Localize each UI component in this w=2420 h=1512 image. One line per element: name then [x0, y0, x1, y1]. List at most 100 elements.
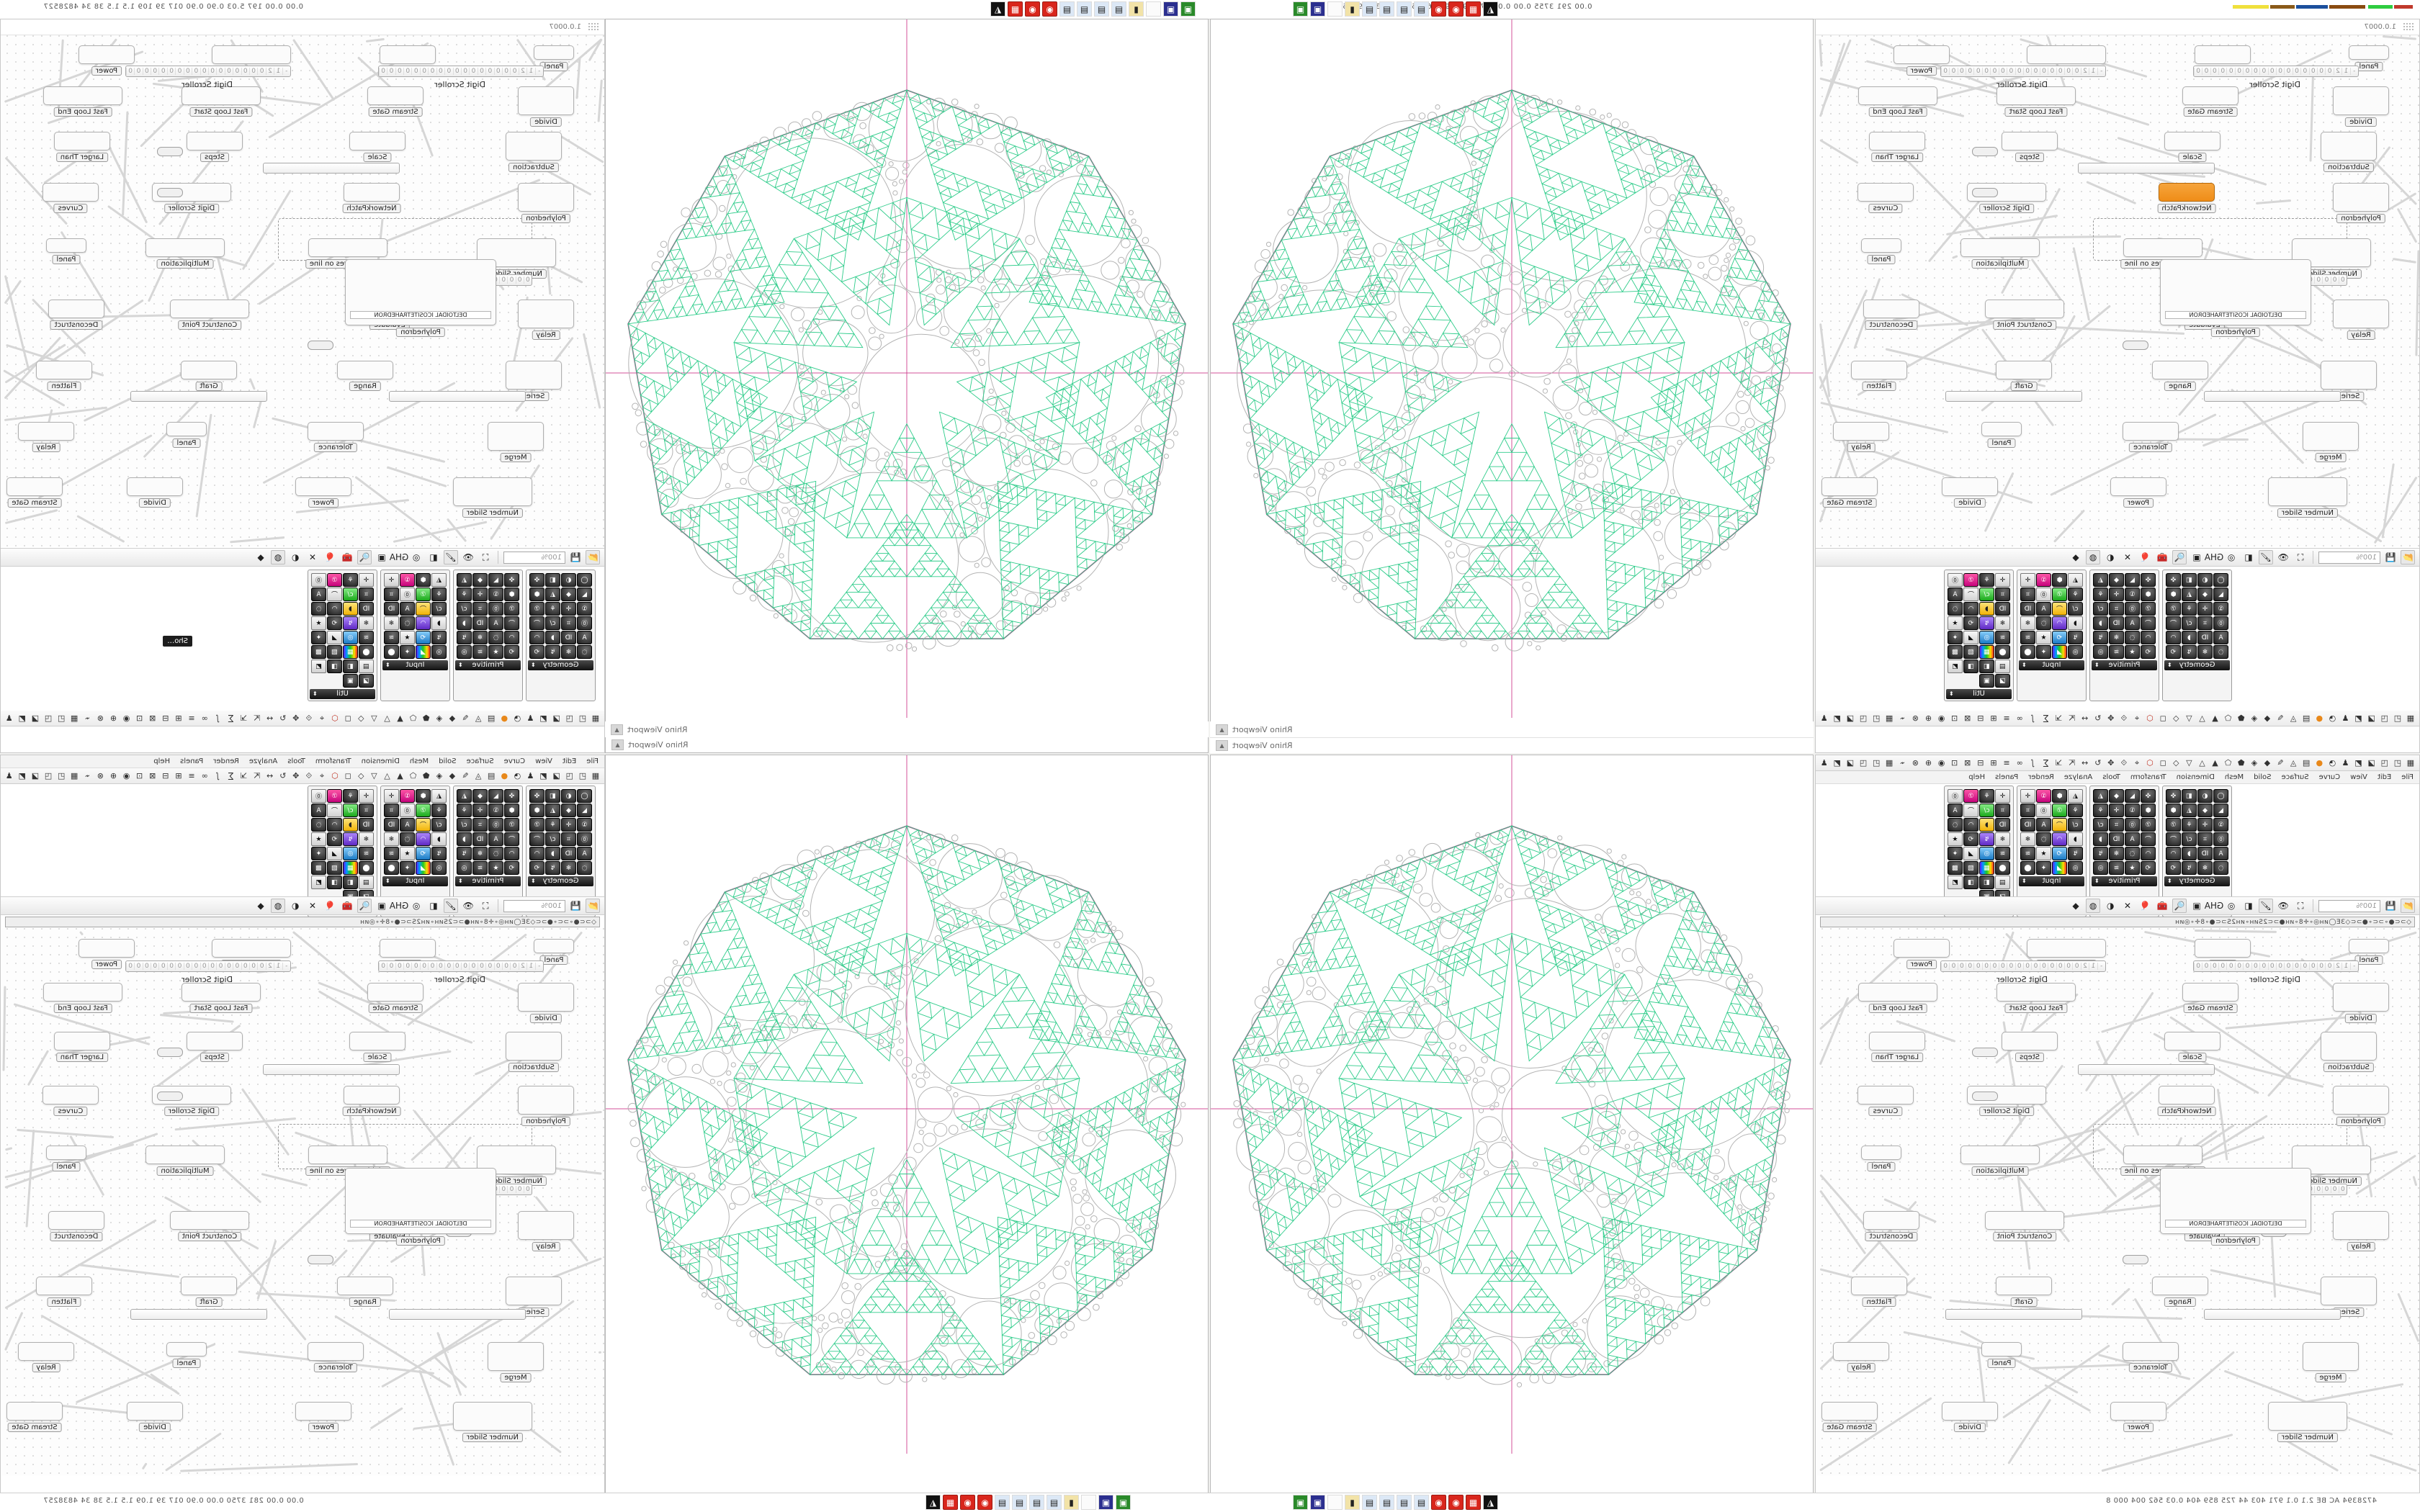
digit-cell[interactable]: 0: [2218, 68, 2227, 75]
digit-cell[interactable]: 0: [257, 68, 266, 75]
palette-component-icon[interactable]: ◎: [343, 631, 358, 644]
rhino-tool-35[interactable]: ⊡: [1951, 758, 1958, 768]
rhino-tool-27[interactable]: ⇲: [2055, 714, 2063, 723]
digit-cell[interactable]: 1: [2341, 68, 2350, 75]
palette-component-icon[interactable]: c/: [2093, 818, 2108, 832]
palette-component-icon[interactable]: ⟲: [1963, 832, 1978, 846]
gh-component-polyhedron[interactable]: Polyhedron: [518, 183, 574, 223]
palette-component-icon[interactable]: ⌗: [384, 804, 399, 817]
record-history-2-icon[interactable]: ◉: [1042, 1, 1057, 17]
rhino-tool-11[interactable]: ◆: [2264, 758, 2271, 768]
palette-component-icon[interactable]: ◠: [327, 602, 342, 616]
rhino-tool-10[interactable]: ✎: [2277, 758, 2284, 768]
palette-component-icon[interactable]: ↯: [545, 645, 560, 659]
gh-component-larger-than[interactable]: Larger Than: [54, 1032, 110, 1062]
rhino-tool-0[interactable]: ▦: [2406, 758, 2415, 768]
rhino-tool-32[interactable]: ⊞: [175, 771, 182, 780]
palette-component-icon[interactable]: ◭: [2068, 573, 2083, 587]
palette-component-icon[interactable]: ◪: [1995, 674, 2010, 688]
palette-component-icon[interactable]: ↯: [343, 832, 358, 846]
digit-cell[interactable]: 0: [175, 68, 184, 75]
digit-cell[interactable]: 1: [526, 963, 535, 970]
rhino-tool-4[interactable]: ◩: [539, 771, 547, 780]
polyhedron-name-value[interactable]: DELTOIDAL ICOSITETRAHEDRON: [2165, 311, 2306, 319]
search-button[interactable]: 🔍: [357, 550, 372, 564]
rhino-tool-22[interactable]: ⟐: [305, 770, 313, 780]
digit-cell[interactable]: 0: [1973, 963, 1982, 970]
palette-component-icon[interactable]: ⌒: [2052, 818, 2067, 832]
rhino-tool-10[interactable]: ✎: [462, 714, 469, 723]
rhino-toolbar-tr[interactable]: ▦ ◰ ◳ ◪ ◩ ♟ ◔ ● ▤ ◬ ✎ ◆ ◈ ⬟ ⬠ ▲ △ ▽ ◇ ◻ ⬡ ⌖ ⟐ ✥ ↻ ↔ ⇱ ⇲ ∑ ∫ ∞ ≡ ⊞ ⊟ ⊠ ⊡ ◉ ⊕ ⊗ ⌁…: [1, 711, 604, 726]
digit-cell[interactable]: 0: [2048, 963, 2056, 970]
palette-component-icon[interactable]: ❄: [472, 847, 488, 860]
digit-cell[interactable]: -: [534, 963, 543, 970]
palette-component-icon[interactable]: ⑦: [327, 789, 342, 803]
gh-component-relay[interactable]: Relay: [1833, 1342, 1889, 1372]
palette-tab-util[interactable]: Util⬍: [310, 689, 375, 699]
digit-cell[interactable]: 1: [274, 963, 282, 970]
rhino-tool-24[interactable]: ↻: [2094, 758, 2102, 768]
rhino-tool-23[interactable]: ✥: [292, 771, 300, 780]
rhino-tool-12[interactable]: ◈: [436, 771, 443, 780]
palette-component-icon[interactable]: ❄: [561, 861, 576, 875]
rhino-toolbar-bl[interactable]: ▦ ◰ ◳ ◪ ◩ ♟ ◔ ● ▤ ◬ ✎ ◆ ◈ ⬟ ⬠ ▲ △ ▽ ◇ ◻ ⬡ ⌖ ⟐ ✥ ↻ ↔ ⇱ ⇲ ∑ ∫ ∞ ≡ ⊞ ⊟ ⊠ ⊡ ◉ ⊕ ⊗ ⌁…: [1816, 755, 2419, 771]
rhino-menu-mesh[interactable]: Mesh: [409, 757, 429, 765]
palette-component-icon[interactable]: ◭: [545, 804, 560, 817]
palette-component-icon[interactable]: ▩: [1948, 645, 1963, 659]
chevron-down-icon[interactable]: ⬍: [385, 662, 390, 668]
palette-component-icon[interactable]: ⬢: [416, 573, 431, 587]
rhino-tool-24[interactable]: ↻: [279, 714, 287, 723]
rhino-tool-16[interactable]: △: [384, 771, 390, 780]
gh-component-stream-gate[interactable]: Stream Gate: [367, 86, 424, 117]
render-button[interactable]: ◆: [2072, 901, 2079, 911]
palette-component-icon[interactable]: ✛: [1995, 573, 2010, 587]
rhino-tool-color-orange[interactable]: ●: [501, 771, 508, 780]
palette-component-icon[interactable]: ▩: [311, 645, 326, 659]
grasshopper-panel-bottom-left[interactable]: ▦ ◰ ◳ ◪ ◩ ♟ ◔ ● ▤ ◬ ✎ ◆ ◈ ⬟ ⬠ ▲ △ ▽ ◇ ◻ ⬡ ⌖ ⟐ ✥ ↻ ↔ ⇱ ⇲ ∑ ∫ ∞ ≡ ⊞ ⊟ ⊠ ⊡ ◉ ⊕ ⊗ ⌁…: [1815, 755, 2420, 1493]
palette-component-icon[interactable]: ⬢: [529, 804, 544, 817]
gh-component-subtraction[interactable]: Subtraction: [506, 132, 562, 172]
palette-component-icon[interactable]: ◭: [431, 789, 447, 803]
gh-zoom-field[interactable]: 100%: [503, 899, 565, 912]
gh-component-power[interactable]: Power: [1894, 45, 1950, 76]
cluster-button[interactable]: ◎: [412, 552, 421, 562]
palette-component-icon[interactable]: ▨: [327, 645, 342, 659]
palette-group-primitive[interactable]: ✜ ◣ ◆ ◭ ⬢ ① ✛ ⚘ ⑦ ⓪ ⌗ c/⌒ A ID ◗ ◠ ◌ ❄ ↯ ⟲ ★ ≋ ◎ Primitive ⬍: [2089, 570, 2159, 701]
gh-component-panel[interactable]: Panel: [46, 238, 86, 264]
palette-component-icon[interactable]: ⟲: [2141, 861, 2156, 875]
palette-component-icon[interactable]: A: [1948, 804, 1963, 817]
palette-component-icon[interactable]: A: [2036, 818, 2051, 832]
cluster-button[interactable]: ◎: [412, 901, 421, 911]
search-button[interactable]: 🔍: [2172, 550, 2187, 564]
palette-component-icon[interactable]: ◗: [457, 616, 472, 630]
gh-component-fast-loop-end[interactable]: Fast Loop End: [1858, 86, 1937, 117]
gh-component-series[interactable]: Series: [2321, 361, 2377, 401]
gh-component-relay[interactable]: Relay: [380, 939, 436, 969]
open-file-button[interactable]: 📂: [586, 550, 600, 564]
profiler-button[interactable]: 🧰: [341, 552, 353, 562]
rhino-tool-9[interactable]: ◬: [2290, 758, 2297, 768]
palette-component-icon[interactable]: ◗: [545, 847, 560, 860]
palette-component-icon[interactable]: ⌒: [1963, 804, 1978, 817]
ghost-button[interactable]: ◍: [271, 899, 285, 913]
gh-component-relay[interactable]: Relay: [2333, 300, 2389, 340]
digit-cell[interactable]: 2: [518, 963, 527, 970]
palette-component-icon[interactable]: ◌: [400, 616, 415, 630]
palette-component-icon[interactable]: ◨: [1963, 876, 1978, 889]
shade-button[interactable]: ◐: [2106, 552, 2115, 562]
palette-component-icon[interactable]: A: [400, 602, 415, 616]
rhino-tool-5[interactable]: ♟: [2341, 758, 2349, 768]
rhino-tool-19[interactable]: ◻: [344, 771, 351, 780]
gh-component-relay[interactable]: Relay: [2195, 45, 2251, 76]
palette-component-icon[interactable]: ⓪: [2036, 588, 2051, 601]
gh-component-tolerance[interactable]: Tolerance: [2123, 422, 2179, 452]
gh-component-construct-point[interactable]: Construct Point: [1985, 1211, 2064, 1241]
palette-component-icon[interactable]: A: [488, 616, 503, 630]
rhino-menu-edit[interactable]: Edit: [2377, 773, 2392, 781]
digit-cell[interactable]: 0: [142, 963, 151, 970]
digit-cell[interactable]: 0: [2226, 963, 2235, 970]
rhino-tool-34[interactable]: ⊠: [1964, 714, 1971, 723]
gh-component-stream-gate[interactable]: Stream Gate: [367, 983, 424, 1013]
palette-component-icon[interactable]: ◗: [431, 832, 447, 846]
